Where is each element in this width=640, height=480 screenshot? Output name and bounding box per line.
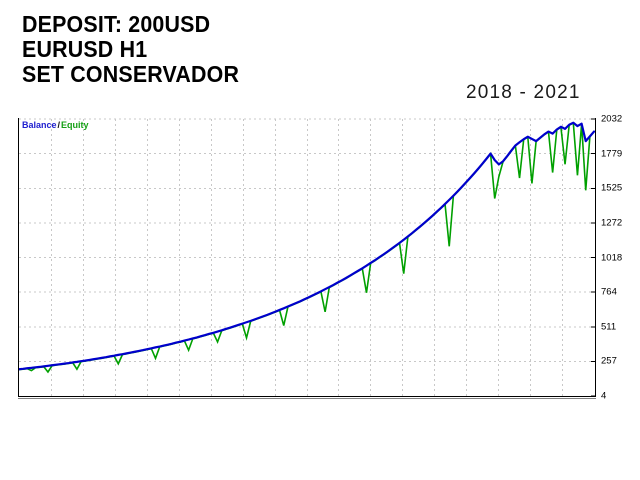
y-axis-tick-2032: 2032 xyxy=(601,113,623,125)
y-axis-tick-4: 4 xyxy=(601,390,607,402)
title-line-symbol: EURUSD H1 xyxy=(22,36,148,62)
equity-chart-panel: Balance/Equity xyxy=(18,118,596,399)
y-axis-tick-1779: 1779 xyxy=(601,148,623,160)
y-axis-tick-labels: 4 257 511 764 1018 1272 1525 1779 2032 xyxy=(601,114,640,403)
y-axis-tick-764: 764 xyxy=(601,286,617,298)
y-axis-tick-511: 511 xyxy=(601,321,617,333)
chart-legend: Balance/Equity xyxy=(22,120,89,131)
y-axis-tick-257: 257 xyxy=(601,355,617,367)
legend-equity-label: Equity xyxy=(61,120,89,130)
legend-separator: / xyxy=(57,120,61,130)
y-axis-tick-1525: 1525 xyxy=(601,182,623,194)
title-line-set: SET CONSERVADOR xyxy=(22,61,240,87)
legend-balance-label: Balance xyxy=(22,120,57,130)
title-line-deposit: DEPOSIT: 200USD xyxy=(22,11,211,37)
balance-equity-plot xyxy=(18,118,596,399)
y-axis-tick-1272: 1272 xyxy=(601,217,623,229)
header-title-block: DEPOSIT: 200USD EURUSD H1 SET CONSERVADO… xyxy=(22,12,452,87)
period-range-label: 2018 - 2021 xyxy=(466,82,581,103)
y-axis-tick-1018: 1018 xyxy=(601,252,623,263)
